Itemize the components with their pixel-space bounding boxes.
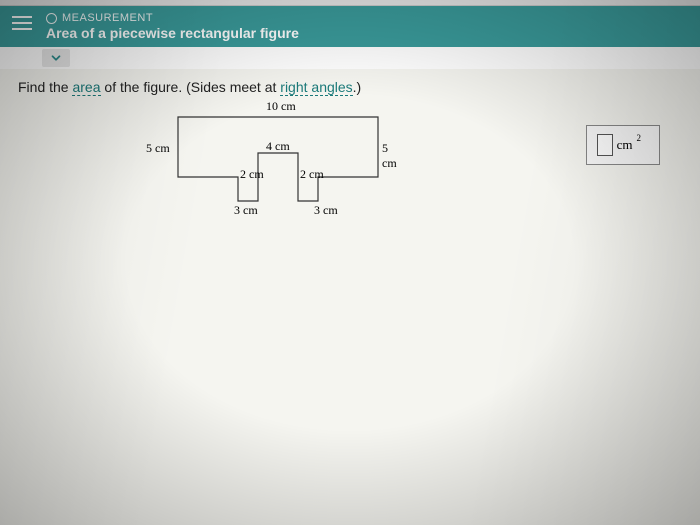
figure-outline [178, 117, 378, 201]
lesson-title: Area of a piecewise rectangular figure [46, 25, 299, 41]
instruction-suffix: .) [353, 79, 362, 95]
chevron-down-icon[interactable] [42, 49, 70, 67]
label-bottom-right: 3 cm [314, 203, 338, 218]
chevron-row [0, 47, 700, 69]
circle-icon [46, 13, 57, 24]
label-bottom-left: 3 cm [234, 203, 258, 218]
glossary-link-area[interactable]: area [72, 79, 100, 96]
answer-input[interactable] [597, 134, 613, 156]
instruction-prefix: Find the [18, 79, 72, 95]
label-left: 5 cm [146, 141, 170, 156]
glossary-link-right-angles[interactable]: right angles [280, 79, 352, 96]
category-label: MEASUREMENT [62, 12, 153, 24]
category-row: MEASUREMENT [46, 12, 299, 24]
content-area: 10 cm 5 cm 4 cm 5 cm 2 cm 2 cm 3 cm 3 cm… [0, 95, 700, 107]
instruction-text: Find the area of the figure. (Sides meet… [0, 69, 700, 95]
label-inner-right: 2 cm [300, 167, 324, 182]
answer-box: cm 2 [586, 125, 660, 165]
header-text: MEASUREMENT Area of a piecewise rectangu… [46, 12, 299, 41]
menu-icon[interactable] [12, 16, 32, 30]
piecewise-figure [178, 117, 378, 217]
label-top: 10 cm [266, 99, 296, 114]
lesson-header: MEASUREMENT Area of a piecewise rectangu… [0, 6, 700, 47]
label-midtop: 4 cm [266, 139, 290, 154]
answer-exponent: 2 [637, 133, 642, 143]
label-inner-left: 2 cm [240, 167, 264, 182]
instruction-mid: of the figure. (Sides meet at [101, 79, 281, 95]
figure-svg [178, 117, 378, 217]
answer-unit: cm [617, 137, 633, 153]
label-right: 5 cm [382, 141, 397, 171]
